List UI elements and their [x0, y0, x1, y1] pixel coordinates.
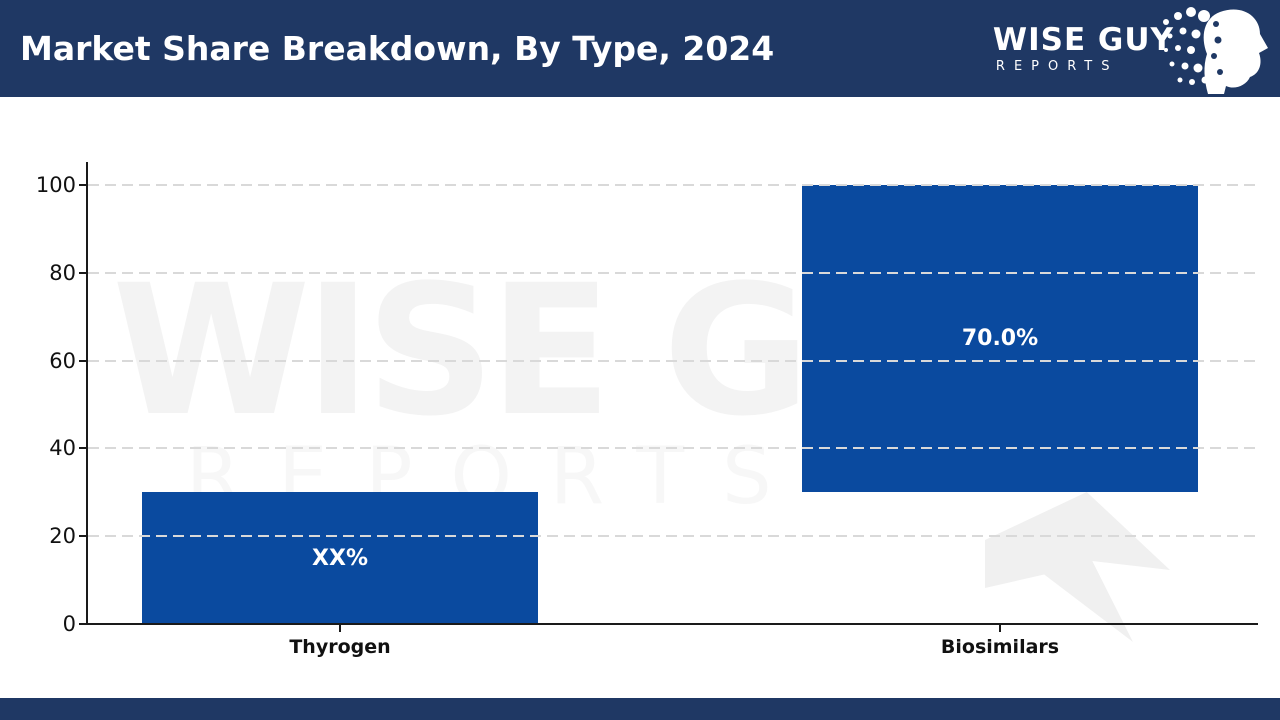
y-axis-tick [79, 359, 86, 362]
y-axis-tick [79, 535, 86, 538]
gridline [88, 535, 1256, 538]
bar-value-label: 70.0% [961, 326, 1039, 352]
gridline [88, 447, 1256, 450]
logo-face-icon [1163, 7, 1268, 94]
x-axis-tick [339, 625, 341, 632]
bar-thyrogen: XX% [142, 492, 538, 624]
page-title: Market Share Breakdown, By Type, 2024 [20, 29, 775, 68]
y-axis-line [86, 162, 88, 625]
x-category-label: Thyrogen [289, 636, 391, 658]
y-axis-tick-label: 0 [62, 612, 76, 636]
y-axis-tick [79, 271, 86, 274]
x-category-label: Biosimilars [940, 636, 1060, 658]
y-axis-tick-label: 100 [35, 173, 76, 197]
y-axis-tick [79, 184, 86, 186]
footer-bar [0, 698, 1280, 720]
header-bar: Market Share Breakdown, By Type, 2024 WI… [0, 0, 1280, 97]
gridline [88, 359, 1256, 362]
gridline [88, 184, 1256, 186]
logo-text: WISE GUY REPORTS [992, 21, 1174, 74]
bar-value-label: XX% [312, 545, 368, 571]
logo-subtext: REPORTS [995, 58, 1119, 74]
y-axis-tick [79, 447, 86, 450]
wiseguy-logo: WISE GUY REPORTS [993, 4, 1270, 94]
y-axis-tick-label: 40 [49, 436, 76, 461]
watermark-wing-shape [985, 492, 1170, 642]
y-axis-tick [79, 623, 86, 625]
gridline [88, 271, 1256, 274]
y-axis-tick-label: 80 [49, 260, 76, 285]
bar-biosimilars: 70.0% [802, 185, 1198, 493]
y-axis-tick-label: 60 [49, 348, 76, 373]
x-axis-line [86, 623, 1258, 625]
y-axis-tick-label: 20 [49, 524, 76, 549]
logo-wordmark: WISE GUY [992, 21, 1174, 58]
x-axis-tick [999, 625, 1001, 632]
